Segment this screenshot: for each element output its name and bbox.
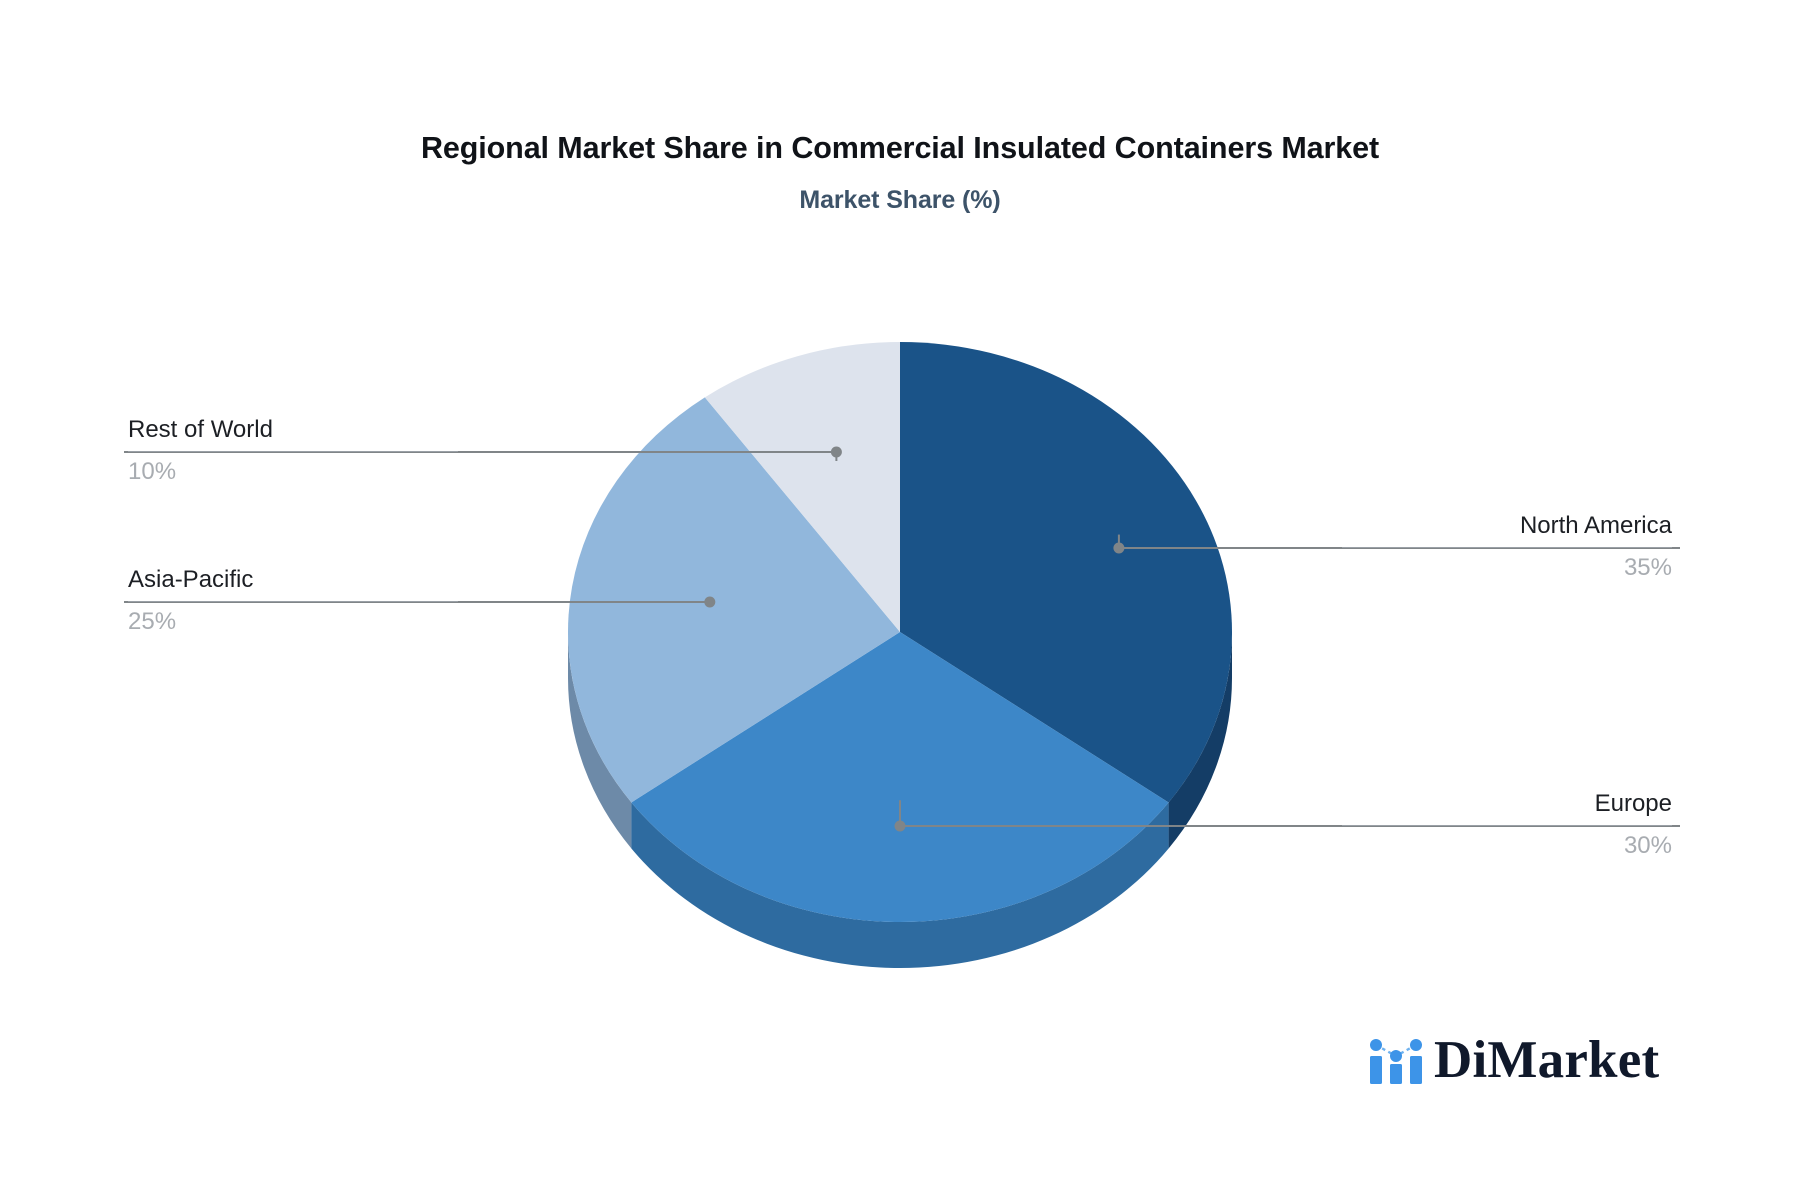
slice-label-value: 10% xyxy=(128,458,177,486)
title-block: Regional Market Share in Commercial Insu… xyxy=(0,131,1800,215)
slice-label-rule xyxy=(128,601,458,603)
slice-label-value: 35% xyxy=(1623,554,1672,582)
slice-label-value: 25% xyxy=(128,608,177,636)
brand-name: DiMarket xyxy=(1434,1031,1660,1089)
pie-slice-side-europe xyxy=(631,802,1169,968)
slice-label-name: Europe xyxy=(1594,790,1672,817)
pie-slice-side-north-america xyxy=(1168,632,1232,849)
slice-label-name: Rest of World xyxy=(128,416,273,443)
bar-chart-icon xyxy=(1370,1038,1422,1084)
slice-label-rest-of-world[interactable]: Rest of World 10% xyxy=(128,416,458,487)
slice-label-value: 30% xyxy=(1623,832,1672,860)
pie-slice-europe xyxy=(631,632,1169,922)
slice-label-rule xyxy=(128,451,458,453)
pie-slice-asia-pacific xyxy=(568,397,900,803)
chart-subtitle: Market Share (%) xyxy=(799,185,1001,214)
slice-label-asia-pacific[interactable]: Asia-Pacific 25% xyxy=(128,566,458,637)
brand-logo: DiMarket xyxy=(1368,1034,1659,1087)
slice-label-north-america[interactable]: North America 35% xyxy=(1342,512,1672,583)
pie-slice-rest-of-world xyxy=(704,342,900,632)
slice-label-name: North America xyxy=(1519,512,1672,539)
slice-label-name: Asia-Pacific xyxy=(128,566,254,593)
pie-slice-north-america xyxy=(900,342,1232,803)
page-title: Regional Market Share in Commercial Insu… xyxy=(420,131,1380,165)
slice-label-rule xyxy=(1342,825,1672,827)
pie-slice-side-asia-pacific xyxy=(568,632,632,849)
slice-label-europe[interactable]: Europe 30% xyxy=(1342,790,1672,861)
slice-label-rule xyxy=(1342,547,1672,549)
